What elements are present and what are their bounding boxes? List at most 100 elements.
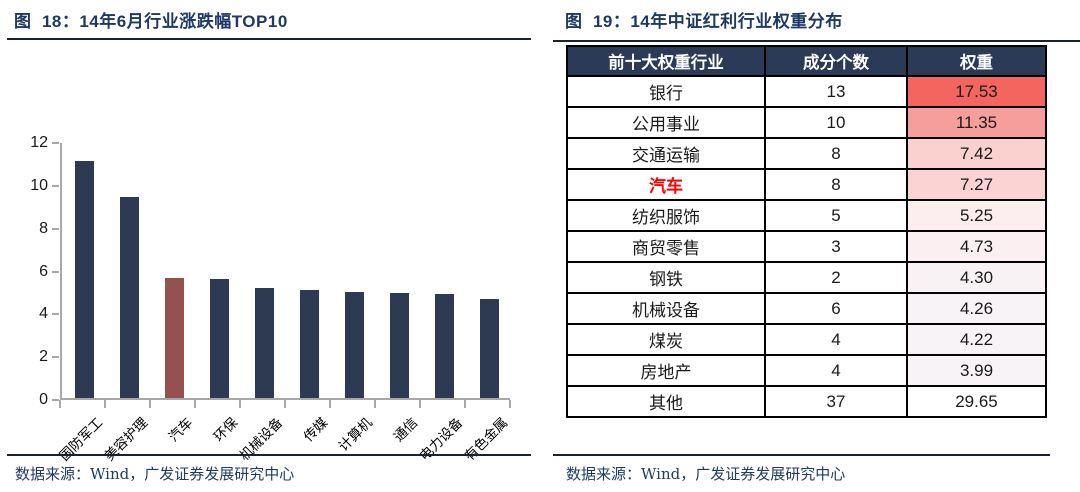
x-tick-mark [374,400,376,408]
x-cat-label: 计算机 [335,414,375,455]
figure-18-footer-rule [7,454,531,456]
industry-cell: 煤炭 [566,323,766,356]
x-cat-label: 电力设备 [416,414,465,464]
table-header-cell: 成分个数 [764,45,908,77]
table-row-交通运输: 交通运输 8 7.42 [566,137,1047,170]
table-header-row: 前十大权重行业 成分个数 权重 [566,45,1047,77]
x-cat-label: 机械设备 [236,414,285,464]
count-cell: 6 [764,292,908,325]
x-tick-mark [239,400,241,408]
y-tick-mark [52,227,59,230]
x-cat-label: 国防军工 [56,414,105,464]
y-tick-mark [52,356,59,359]
weight-cell: 7.27 [906,168,1047,201]
figure-19-title: 图 19：14年中证红利行业权重分布 [565,12,843,31]
figure-18-title-rule [7,38,531,40]
count-cell: 37 [764,385,908,418]
y-tick-mark [52,184,59,187]
bar-电力设备 [435,294,454,398]
x-cat-label: 汽车 [165,414,195,445]
weight-cell: 5.25 [906,199,1047,232]
industry-cell: 银行 [566,75,766,108]
industry-cell: 纺织服饰 [566,199,766,232]
x-cat-label: 美容护理 [101,414,150,464]
figure-18-source: 数据来源：Wind，广发证券发展研究中心 [15,465,295,483]
table-row-房地产: 房地产 4 3.99 [566,354,1047,387]
x-cat-label: 有色金属 [461,414,510,464]
weight-cell: 17.53 [906,75,1047,108]
industry-cell: 交通运输 [566,137,766,170]
industry-cell: 公用事业 [566,106,766,139]
bar-计算机 [345,292,364,398]
table-row-商贸零售: 商贸零售 3 4.73 [566,230,1047,263]
table-row-其他: 其他 37 29.65 [566,385,1047,418]
y-tick-label: 6 [39,262,48,280]
x-tick-mark [104,400,106,408]
x-tick-mark [59,400,61,408]
weight-cell: 11.35 [906,106,1047,139]
bar-国防军工 [75,161,94,398]
industry-cell: 其他 [566,385,766,418]
figure-19-title-rule [553,40,1080,42]
bar-汽车 [165,278,184,398]
table-header: 前十大权重行业 成分个数 权重 [566,45,1047,77]
plot-area [60,143,510,400]
weight-cell: 3.99 [906,354,1047,387]
weight-cell: 29.65 [906,385,1047,418]
count-cell: 13 [764,75,908,108]
table-row-纺织服饰: 纺织服饰 5 5.25 [566,199,1047,232]
x-tick-mark [419,400,421,408]
x-tick-mark [194,400,196,408]
weight-cell: 7.42 [906,137,1047,170]
count-cell: 10 [764,106,908,139]
weight-cell: 4.26 [906,292,1047,325]
bar-机械设备 [255,287,274,398]
industry-cell: 汽车 [566,168,766,201]
figure-18-title: 图 18：14年6月行业涨跌幅TOP10 [14,12,288,31]
industry-weight-table: 前十大权重行业 成分个数 权重 银行 13 17.53 公用事业 10 11.35 交通运输 8 7… [566,45,1047,418]
x-tick-mark [509,400,511,408]
figure-19-footer-rule [553,454,1050,456]
y-tick-label: 4 [39,305,48,323]
bar-通信 [390,293,409,398]
table-row-机械设备: 机械设备 6 4.26 [566,292,1047,325]
y-tick-mark [52,313,59,316]
count-cell: 8 [764,137,908,170]
count-cell: 2 [764,261,908,294]
y-tick-label: 8 [39,219,48,237]
x-tick-mark [284,400,286,408]
count-cell: 3 [764,230,908,263]
weight-cell: 4.73 [906,230,1047,263]
table-body: 银行 13 17.53 公用事业 10 11.35 交通运输 8 7.42 汽车 8 7.27 纺织服饰… [566,75,1047,418]
table-header-cell: 前十大权重行业 [566,45,766,77]
y-tick-label: 0 [39,391,48,408]
count-cell: 4 [764,323,908,356]
table-row-钢铁: 钢铁 2 4.30 [566,261,1047,294]
industry-cell: 钢铁 [566,261,766,294]
x-tick-mark [329,400,331,408]
y-tick-mark [52,142,59,144]
table-row-公用事业: 公用事业 10 11.35 [566,106,1047,139]
table-row-煤炭: 煤炭 4 4.22 [566,323,1047,356]
count-cell: 8 [764,168,908,201]
y-tick-label: 12 [30,134,48,151]
table-row-汽车: 汽车 8 7.27 [566,168,1047,201]
count-cell: 5 [764,199,908,232]
x-tick-mark [464,400,466,408]
y-tick-mark [52,399,59,401]
figure-19-source: 数据来源：Wind，广发证券发展研究中心 [566,465,846,483]
industry-cell: 机械设备 [566,292,766,325]
weight-cell: 4.30 [906,261,1047,294]
x-tick-mark [149,400,151,408]
bar-美容护理 [120,196,139,398]
weight-cell: 4.22 [906,323,1047,356]
table-row-银行: 银行 13 17.53 [566,75,1047,108]
table-header-cell: 权重 [906,45,1047,77]
y-tick-label: 2 [39,348,48,366]
x-cat-label: 传媒 [300,414,330,445]
x-cat-label: 通信 [390,414,420,445]
count-cell: 4 [764,354,908,387]
figure-18-panel: 图 18：14年6月行业涨跌幅TOP10 0 2 4 6 8 10 12 国防军工 美容护理汽… [7,12,531,483]
bar-环保 [210,279,229,398]
industry-cell: 房地产 [566,354,766,387]
